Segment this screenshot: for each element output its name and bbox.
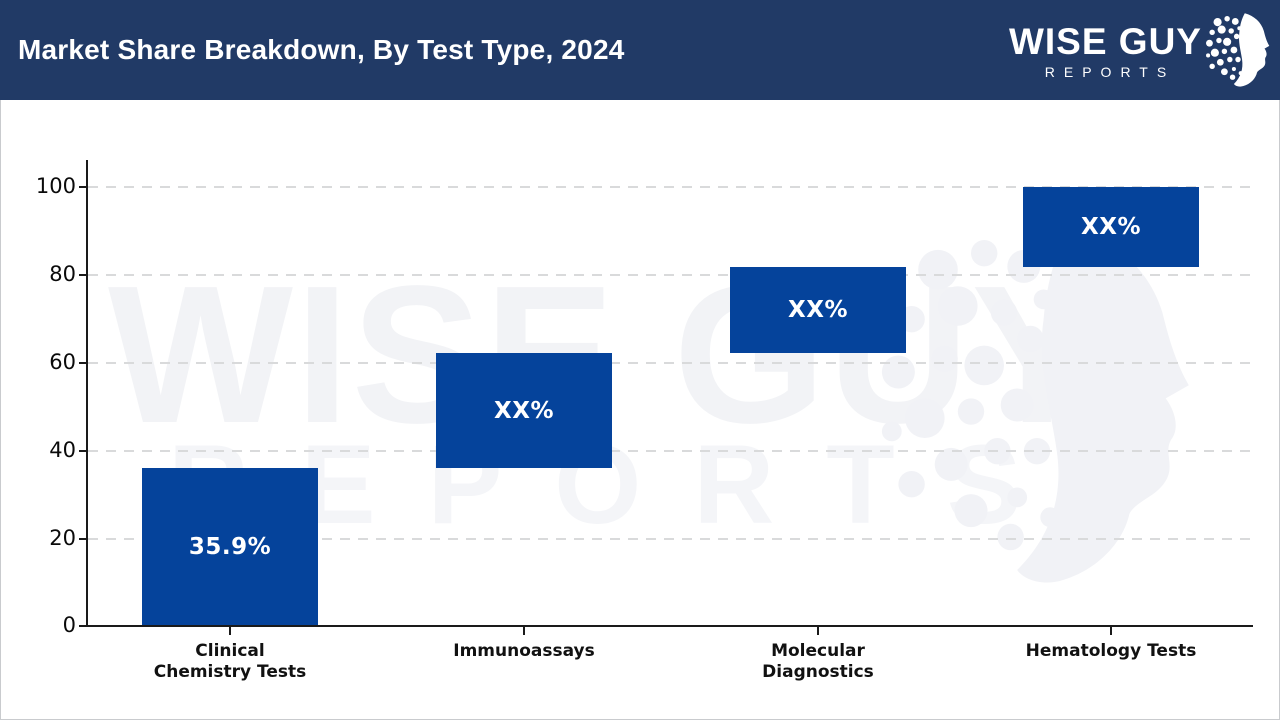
- header-bar: Market Share Breakdown, By Test Type, 20…: [0, 0, 1280, 100]
- category-label-hematology-tests: Hematology Tests: [1025, 641, 1197, 661]
- wise-guy-reports-logo: WISE GUY REPORTS: [1009, 0, 1272, 100]
- x-axis-tick: [817, 627, 819, 635]
- bar-hematology-tests: XX%: [1023, 187, 1199, 267]
- bar-value-label: XX%: [1080, 214, 1141, 240]
- bar-value-label: 35.9%: [188, 534, 272, 560]
- category-label-molecular-diagnostics: Molecular Diagnostics: [762, 641, 874, 682]
- category-label-immunoassays: Immunoassays: [453, 641, 595, 661]
- logo-text: WISE GUY REPORTS: [1009, 21, 1202, 80]
- y-tick-label-100: 100: [35, 174, 76, 198]
- y-axis-tick: [79, 274, 86, 276]
- y-tick-label-20: 20: [49, 526, 76, 550]
- x-axis-tick: [1110, 627, 1112, 635]
- logo-wise-guy: WISE GUY: [1008, 20, 1202, 62]
- logo-face-icon: [1206, 13, 1270, 87]
- y-axis-tick: [79, 625, 86, 627]
- y-axis-tick: [79, 186, 86, 188]
- y-axis-tick: [79, 538, 86, 540]
- gridline-40: [88, 450, 1253, 452]
- category-label-clinical-chemistry-tests: Clinical Chemistry Tests: [153, 641, 307, 682]
- gridline-80: [88, 274, 1253, 276]
- gridline-60: [88, 362, 1253, 364]
- y-tick-label-0: 0: [62, 613, 76, 637]
- y-axis-line: [86, 160, 88, 627]
- x-axis-tick: [229, 627, 231, 635]
- bar-value-label: XX%: [493, 397, 554, 424]
- gridline-100: [88, 186, 1253, 188]
- bar-immunoassays: XX%: [436, 353, 612, 468]
- bar-value-label: XX%: [787, 297, 848, 323]
- x-axis-tick: [523, 627, 525, 635]
- page-title: Market Share Breakdown, By Test Type, 20…: [18, 34, 625, 65]
- bar-clinical-chemistry-tests: 35.9%: [142, 468, 318, 626]
- logo-reports: REPORTS: [1044, 63, 1176, 80]
- bar-molecular-diagnostics: XX%: [730, 267, 906, 353]
- y-tick-label-80: 80: [49, 262, 76, 286]
- y-tick-label-40: 40: [49, 438, 76, 462]
- gridline-20: [88, 538, 1253, 540]
- y-axis-tick: [79, 362, 86, 364]
- x-axis-line: [86, 625, 1253, 627]
- y-tick-label-60: 60: [49, 350, 76, 374]
- y-axis-tick: [79, 450, 86, 452]
